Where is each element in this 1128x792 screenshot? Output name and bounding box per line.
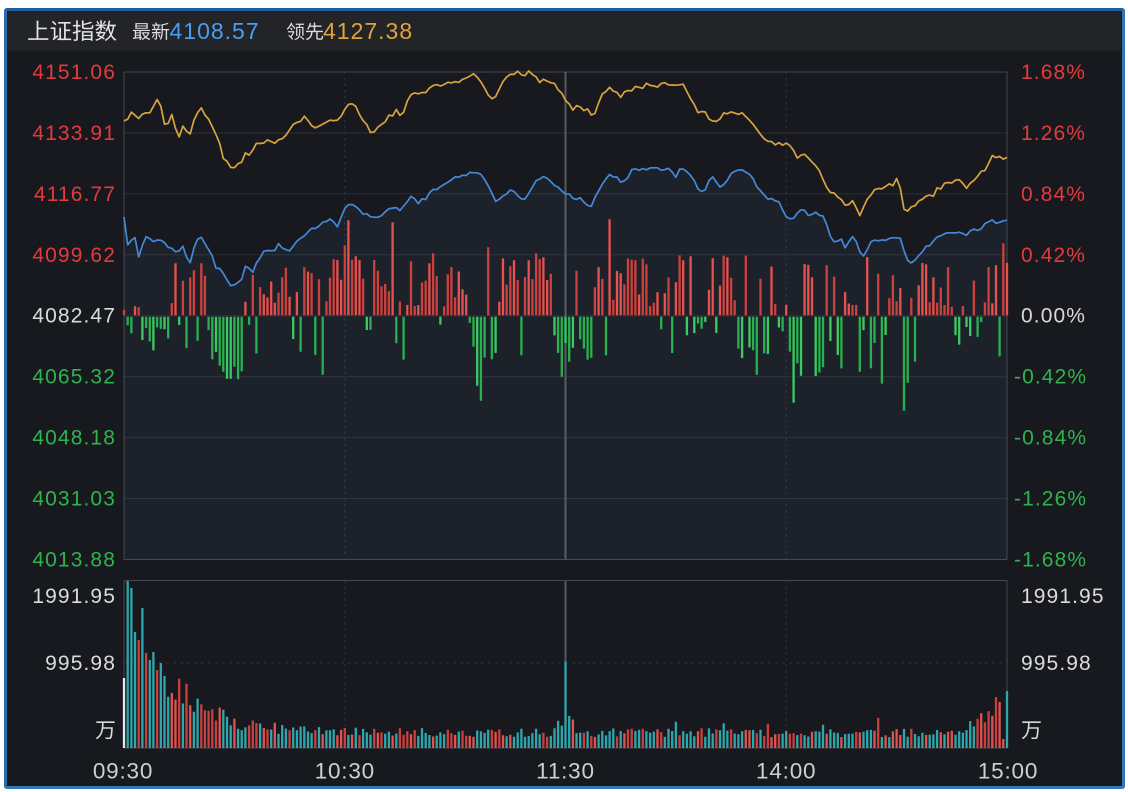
svg-text:4013.88: 4013.88 <box>32 549 116 572</box>
svg-text:4048.18: 4048.18 <box>32 427 116 450</box>
svg-text:10:30: 10:30 <box>315 759 375 784</box>
svg-text:-1.26%: -1.26% <box>1014 488 1087 511</box>
svg-text:1991.95: 1991.95 <box>1021 585 1105 608</box>
svg-text:0.84%: 0.84% <box>1021 183 1086 206</box>
svg-text:4031.03: 4031.03 <box>32 488 116 511</box>
svg-text:14:00: 14:00 <box>756 759 816 784</box>
svg-text:4082.47: 4082.47 <box>32 305 116 328</box>
svg-text:0.42%: 0.42% <box>1021 244 1086 267</box>
svg-text:-1.68%: -1.68% <box>1014 549 1087 572</box>
svg-text:11:30: 11:30 <box>536 759 595 784</box>
svg-text:4108.57: 4108.57 <box>170 18 260 44</box>
svg-text:1991.95: 1991.95 <box>32 585 116 608</box>
svg-text:-0.42%: -0.42% <box>1014 366 1087 389</box>
svg-text:-0.84%: -0.84% <box>1014 427 1087 450</box>
svg-text:4127.38: 4127.38 <box>323 18 413 44</box>
svg-text:09:30: 09:30 <box>93 759 153 784</box>
svg-text:4151.06: 4151.06 <box>32 61 116 84</box>
svg-text:15:00: 15:00 <box>978 759 1038 784</box>
svg-text:995.98: 995.98 <box>1021 652 1092 675</box>
svg-text:4116.77: 4116.77 <box>34 183 116 206</box>
svg-text:995.98: 995.98 <box>45 652 116 675</box>
svg-text:1.68%: 1.68% <box>1021 61 1086 84</box>
svg-text:0.00%: 0.00% <box>1021 305 1086 328</box>
svg-text:1.26%: 1.26% <box>1021 122 1086 145</box>
svg-text:4099.62: 4099.62 <box>32 244 116 267</box>
svg-text:4133.91: 4133.91 <box>32 122 116 145</box>
svg-text:4065.32: 4065.32 <box>32 366 116 389</box>
